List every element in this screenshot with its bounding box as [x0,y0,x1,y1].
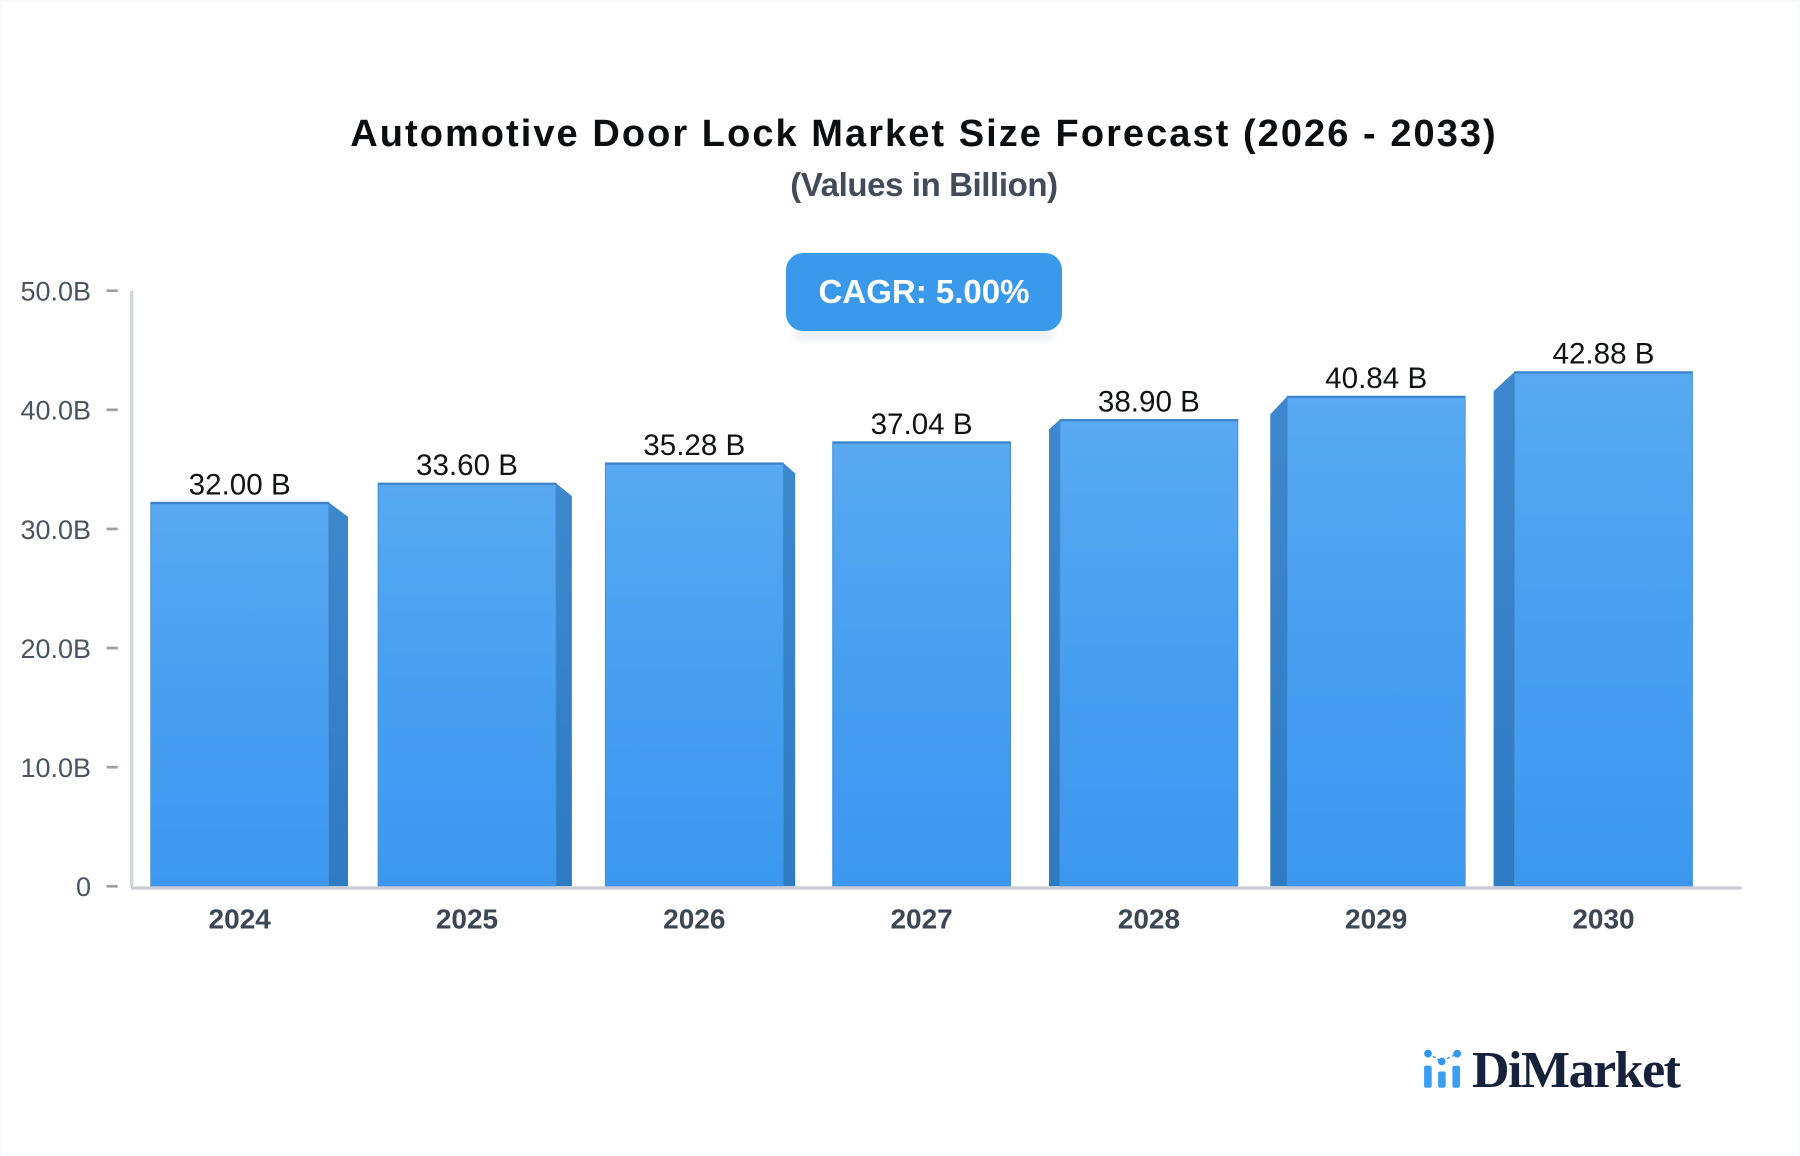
svg-text:42.88 B: 42.88 B [1552,338,1654,371]
svg-text:2030: 2030 [1572,903,1634,934]
svg-text:DiMarket: DiMarket [1472,1042,1682,1099]
svg-text:35.28 B: 35.28 B [643,429,745,462]
svg-text:(Values in Billion): (Values in Billion) [790,166,1057,203]
svg-text:2029: 2029 [1345,903,1407,934]
svg-text:50.0B: 50.0B [20,277,91,307]
svg-text:40.0B: 40.0B [20,396,91,426]
svg-text:2024: 2024 [209,903,272,934]
svg-text:37.04 B: 37.04 B [871,408,973,441]
svg-text:30.0B: 30.0B [20,515,91,545]
svg-text:32.00 B: 32.00 B [189,468,291,501]
svg-text:2025: 2025 [436,903,498,934]
svg-text:2026: 2026 [663,903,725,934]
svg-text:20.0B: 20.0B [20,634,91,664]
svg-text:33.60 B: 33.60 B [416,449,518,482]
svg-text:40.84 B: 40.84 B [1325,362,1427,395]
svg-text:38.90 B: 38.90 B [1098,386,1200,419]
svg-text:0: 0 [76,872,91,902]
svg-text:2027: 2027 [890,903,952,934]
svg-text:Automotive Door Lock Market Si: Automotive Door Lock Market Size Forecas… [350,113,1498,155]
svg-text:CAGR: 5.00%: CAGR: 5.00% [819,273,1030,310]
svg-text:2028: 2028 [1118,903,1180,934]
svg-text:10.0B: 10.0B [20,753,91,783]
